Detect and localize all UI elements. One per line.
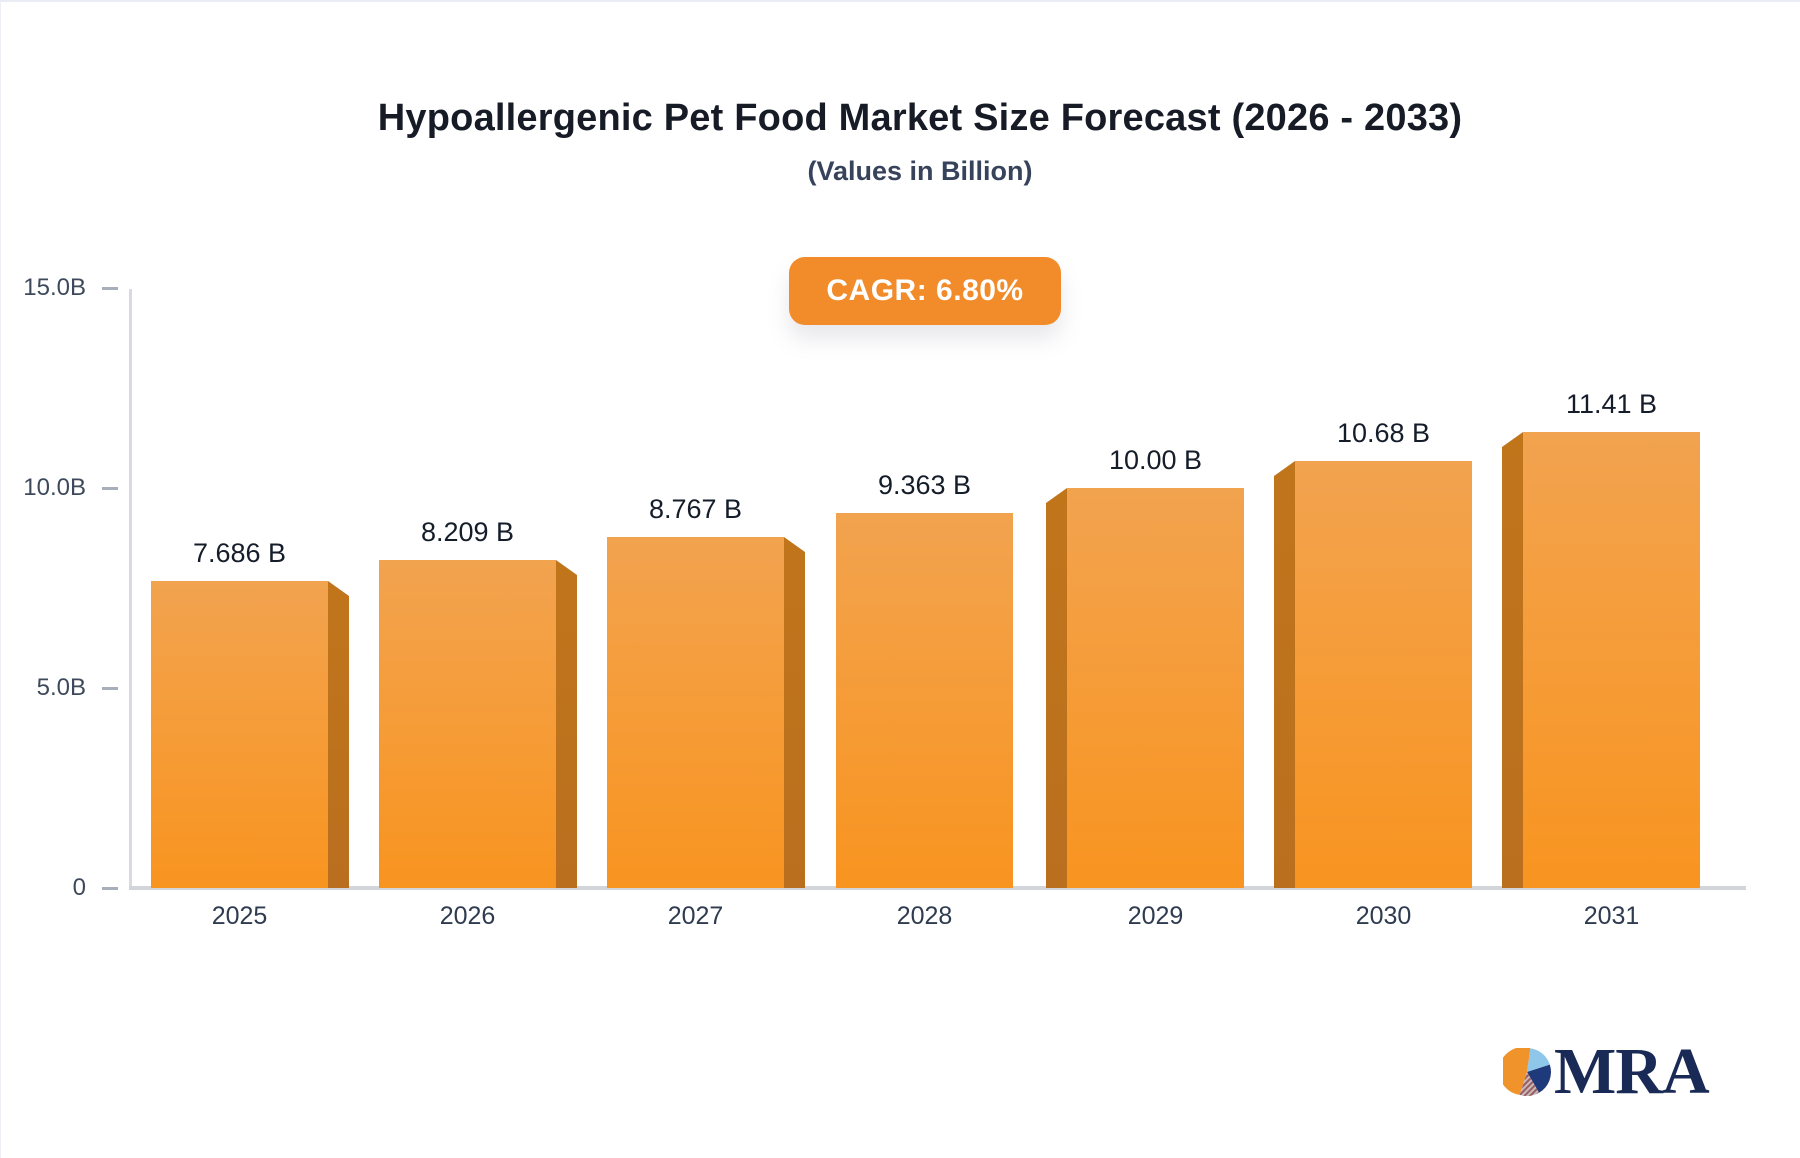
bar-side-3d <box>1046 488 1067 888</box>
y-tick-label: 5.0B <box>36 674 86 701</box>
bar-side-3d <box>1274 461 1295 888</box>
bar-value-label: 7.686 B <box>192 538 287 568</box>
bar-front <box>379 560 556 888</box>
bar-side-3d <box>328 581 349 888</box>
bar-value-label: 8.767 B <box>648 494 743 524</box>
chart-header: Hypoallergenic Pet Food Market Size Fore… <box>1 94 1800 188</box>
bar-value-label: 10.00 B <box>1108 445 1203 475</box>
chart-title: Hypoallergenic Pet Food Market Size Fore… <box>377 97 1463 139</box>
y-tick-dash <box>102 287 118 290</box>
bar-value-label: 11.41 B <box>1565 389 1658 419</box>
bar-side-3d <box>784 537 805 888</box>
x-category-label: 2025 <box>211 902 268 930</box>
bar-front <box>1067 488 1244 888</box>
y-tick-dash <box>102 687 118 690</box>
y-tick-dash <box>102 487 118 490</box>
y-tick-label: 0 <box>72 874 86 901</box>
y-tick-dash <box>102 887 118 890</box>
x-category-label: 2029 <box>1127 902 1184 930</box>
bar-value-label: 9.363 B <box>877 470 972 500</box>
brand-logo: MRA <box>1503 1034 1710 1110</box>
x-category-label: 2031 <box>1583 902 1640 930</box>
chart-subtitle: (Values in Billion) <box>807 156 1033 186</box>
x-category-label: 2027 <box>667 902 724 930</box>
logo-text: MRA <box>1554 1035 1710 1108</box>
bar-front <box>607 537 784 888</box>
cagr-badge: CAGR: 6.80% <box>789 257 1061 325</box>
y-tick-label: 15.0B <box>23 274 86 301</box>
bar-front <box>1295 461 1472 888</box>
x-category-label: 2028 <box>896 902 953 930</box>
y-tick-label: 10.0B <box>23 474 86 501</box>
bar-front <box>1523 432 1700 888</box>
logo-pie-icon <box>1503 1048 1551 1096</box>
bar-value-label: 8.209 B <box>420 517 515 547</box>
bar-side-3d <box>1502 432 1523 888</box>
bar-front <box>151 581 328 888</box>
x-category-label: 2030 <box>1355 902 1412 930</box>
bar-value-label: 10.68 B <box>1336 418 1431 448</box>
x-category-label: 2026 <box>439 902 496 930</box>
bar-side-3d <box>556 560 577 888</box>
x-axis-line <box>129 886 1746 890</box>
bar-front <box>836 513 1013 888</box>
y-axis-line <box>129 289 132 889</box>
